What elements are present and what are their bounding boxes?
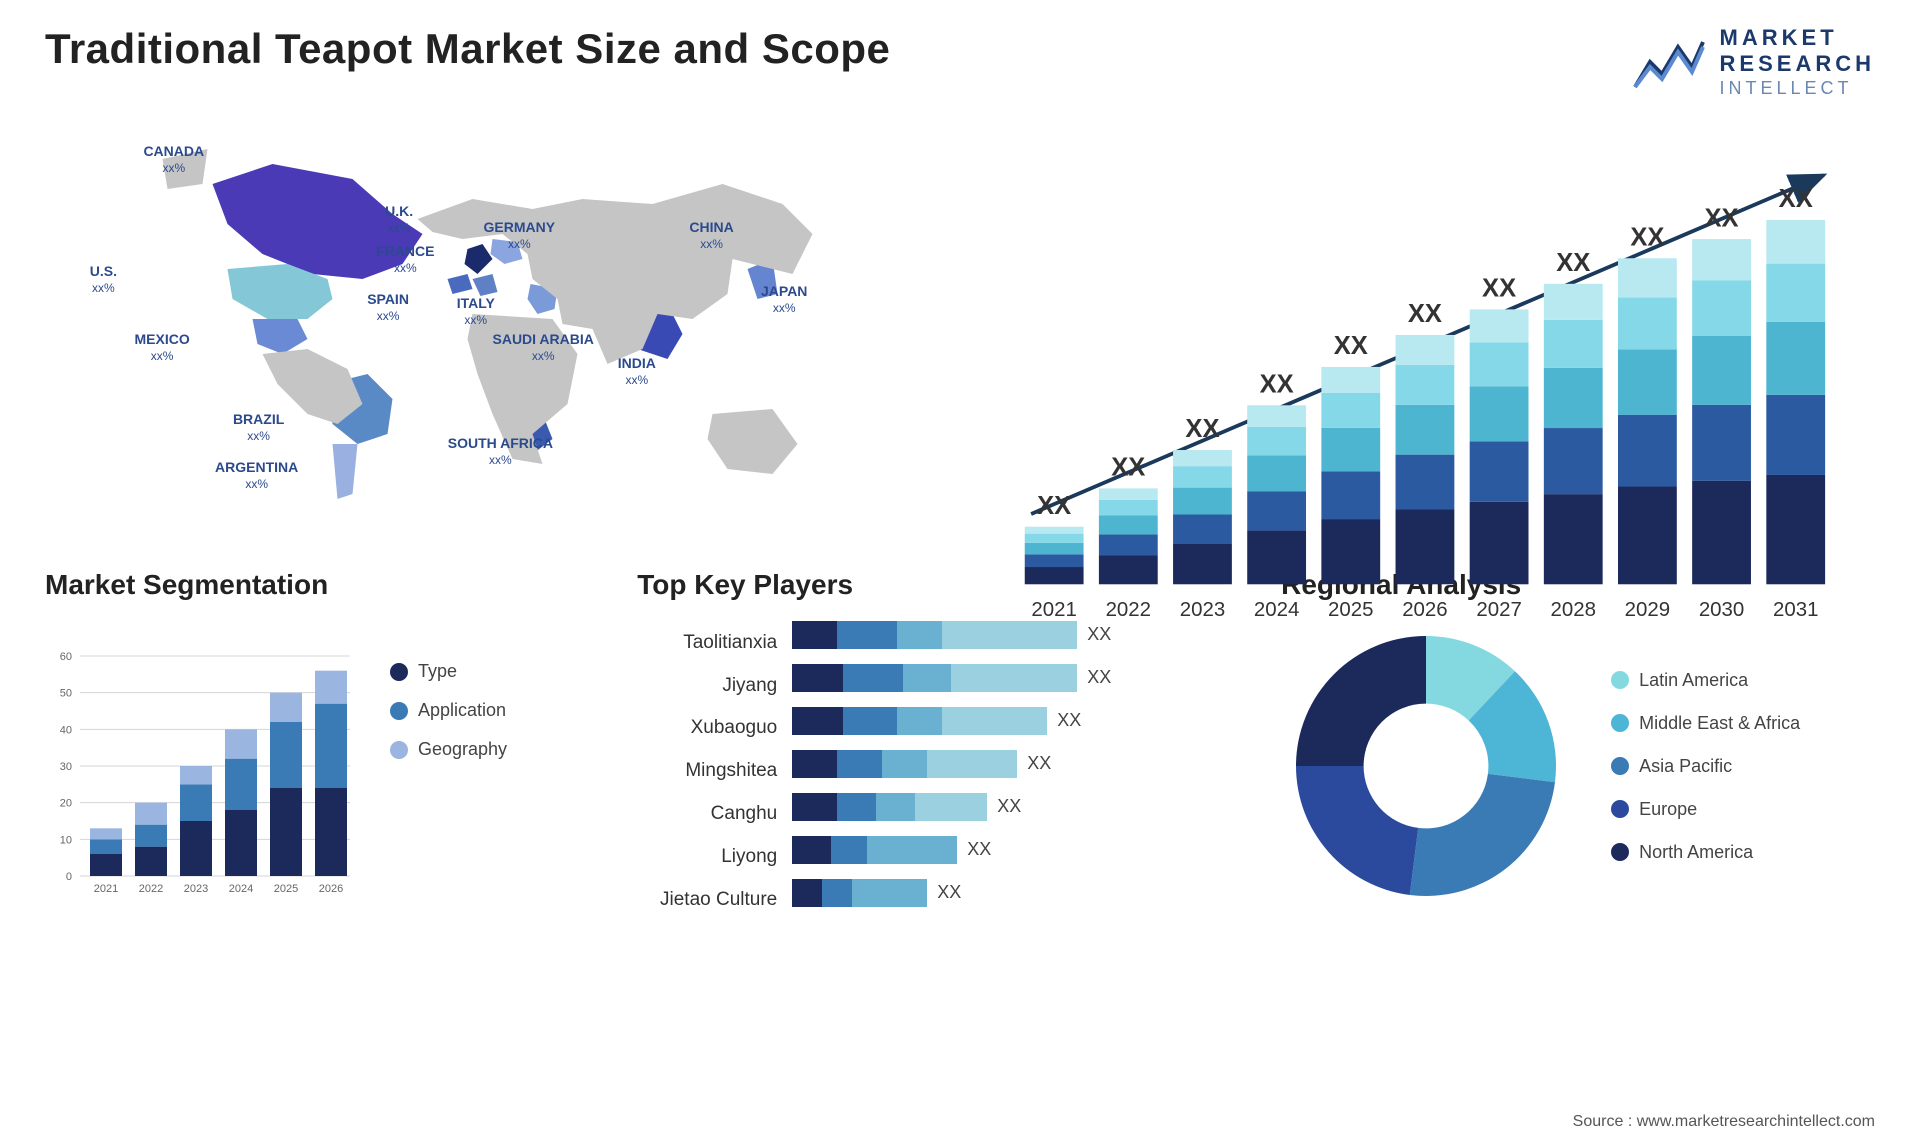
logo-line3: INTELLECT	[1720, 78, 1875, 100]
svg-text:2027: 2027	[1476, 599, 1521, 622]
page-title: Traditional Teapot Market Size and Scope	[45, 25, 890, 73]
svg-text:XX: XX	[1037, 492, 1071, 520]
svg-text:2022: 2022	[1106, 599, 1151, 622]
map-label-spain: SPAINxx%	[367, 292, 409, 323]
player-label: Liyong	[637, 846, 777, 868]
player-label: Mingshitea	[637, 760, 777, 782]
svg-text:2021: 2021	[1031, 599, 1076, 622]
map-label-japan: JAPANxx%	[761, 284, 807, 315]
svg-text:XX: XX	[1260, 371, 1294, 399]
players-panel: Top Key Players TaolitianxiaJiyangXubaog…	[637, 569, 1231, 921]
svg-text:XX: XX	[1556, 249, 1590, 277]
player-bar: XX	[792, 793, 987, 821]
player-bar: XX	[792, 664, 1077, 692]
segmentation-title: Market Segmentation	[45, 569, 587, 601]
region-legend-item: North America	[1611, 842, 1800, 863]
player-bar: XX	[792, 836, 957, 864]
map-label-us: U.S.xx%	[90, 264, 117, 295]
svg-text:2025: 2025	[1328, 599, 1373, 622]
player-label: Taolitianxia	[637, 632, 777, 654]
svg-text:2030: 2030	[1699, 599, 1744, 622]
svg-text:2025: 2025	[274, 883, 298, 895]
player-label: Jiyang	[637, 675, 777, 697]
svg-text:50: 50	[60, 688, 72, 700]
player-bar: XX	[792, 707, 1047, 735]
svg-text:0: 0	[66, 871, 72, 883]
map-label-india: INDIAxx%	[618, 356, 656, 387]
logo-icon	[1630, 32, 1708, 92]
map-label-argentina: ARGENTINAxx%	[215, 460, 298, 491]
region-legend-item: Asia Pacific	[1611, 756, 1800, 777]
svg-text:10: 10	[60, 835, 72, 847]
svg-text:40: 40	[60, 725, 72, 737]
svg-text:XX: XX	[1185, 416, 1219, 444]
player-label: Canghu	[637, 803, 777, 825]
map-label-uk: U.K.xx%	[385, 204, 413, 235]
svg-text:20: 20	[60, 798, 72, 810]
svg-text:2026: 2026	[319, 883, 343, 895]
logo-line2: RESEARCH	[1720, 51, 1875, 77]
svg-text:2026: 2026	[1402, 599, 1447, 622]
svg-text:2024: 2024	[229, 883, 253, 895]
svg-text:XX: XX	[1408, 301, 1442, 329]
player-label: Xubaoguo	[637, 717, 777, 739]
logo-line1: MARKET	[1720, 25, 1875, 51]
svg-text:2029: 2029	[1625, 599, 1670, 622]
svg-text:XX: XX	[1334, 333, 1368, 361]
brand-logo: MARKET RESEARCH INTELLECT	[1630, 25, 1875, 99]
svg-text:2023: 2023	[1180, 599, 1225, 622]
legend-geography: Geography	[390, 739, 507, 760]
svg-text:2022: 2022	[139, 883, 163, 895]
map-label-canada: CANADAxx%	[143, 144, 204, 175]
player-label: Jietao Culture	[637, 889, 777, 911]
map-label-saudiarabia: SAUDI ARABIAxx%	[493, 332, 594, 363]
svg-text:2031: 2031	[1773, 599, 1818, 622]
map-label-brazil: BRAZILxx%	[233, 412, 284, 443]
region-legend-item: Latin America	[1611, 670, 1800, 691]
svg-text:2021: 2021	[94, 883, 118, 895]
player-bar: XX	[792, 750, 1017, 778]
map-label-china: CHINAxx%	[689, 220, 733, 251]
legend-application: Application	[390, 700, 507, 721]
svg-text:60: 60	[60, 651, 72, 663]
svg-text:XX: XX	[1630, 224, 1664, 252]
map-label-mexico: MEXICOxx%	[135, 332, 190, 363]
svg-text:XX: XX	[1482, 275, 1516, 303]
svg-text:30: 30	[60, 761, 72, 773]
source-text: Source : www.marketresearchintellect.com	[1573, 1113, 1875, 1131]
segmentation-panel: Market Segmentation 0 10 20 30 40 50 60 2021 202…	[45, 569, 587, 921]
svg-text:XX: XX	[1779, 185, 1813, 213]
svg-text:XX: XX	[1705, 205, 1739, 233]
region-legend-item: Europe	[1611, 799, 1800, 820]
map-label-italy: ITALYxx%	[457, 296, 495, 327]
legend-type: Type	[390, 661, 507, 682]
svg-text:2028: 2028	[1551, 599, 1596, 622]
map-label-germany: GERMANYxx%	[484, 220, 556, 251]
svg-text:2024: 2024	[1254, 599, 1299, 622]
region-legend-item: Middle East & Africa	[1611, 713, 1800, 734]
svg-text:XX: XX	[1111, 454, 1145, 482]
map-label-southafrica: SOUTH AFRICAxx%	[448, 436, 553, 467]
player-bar: XX	[792, 621, 1077, 649]
growth-chart: XX2021XX2022XX2023XX2024XX2025XX2026XX20…	[980, 124, 1875, 524]
map-label-france: FRANCExx%	[376, 244, 434, 275]
player-bar: XX	[792, 879, 927, 907]
world-map: CANADAxx% U.S.xx% MEXICOxx% BRAZILxx% ARGENT…	[45, 124, 940, 524]
svg-text:2023: 2023	[184, 883, 208, 895]
